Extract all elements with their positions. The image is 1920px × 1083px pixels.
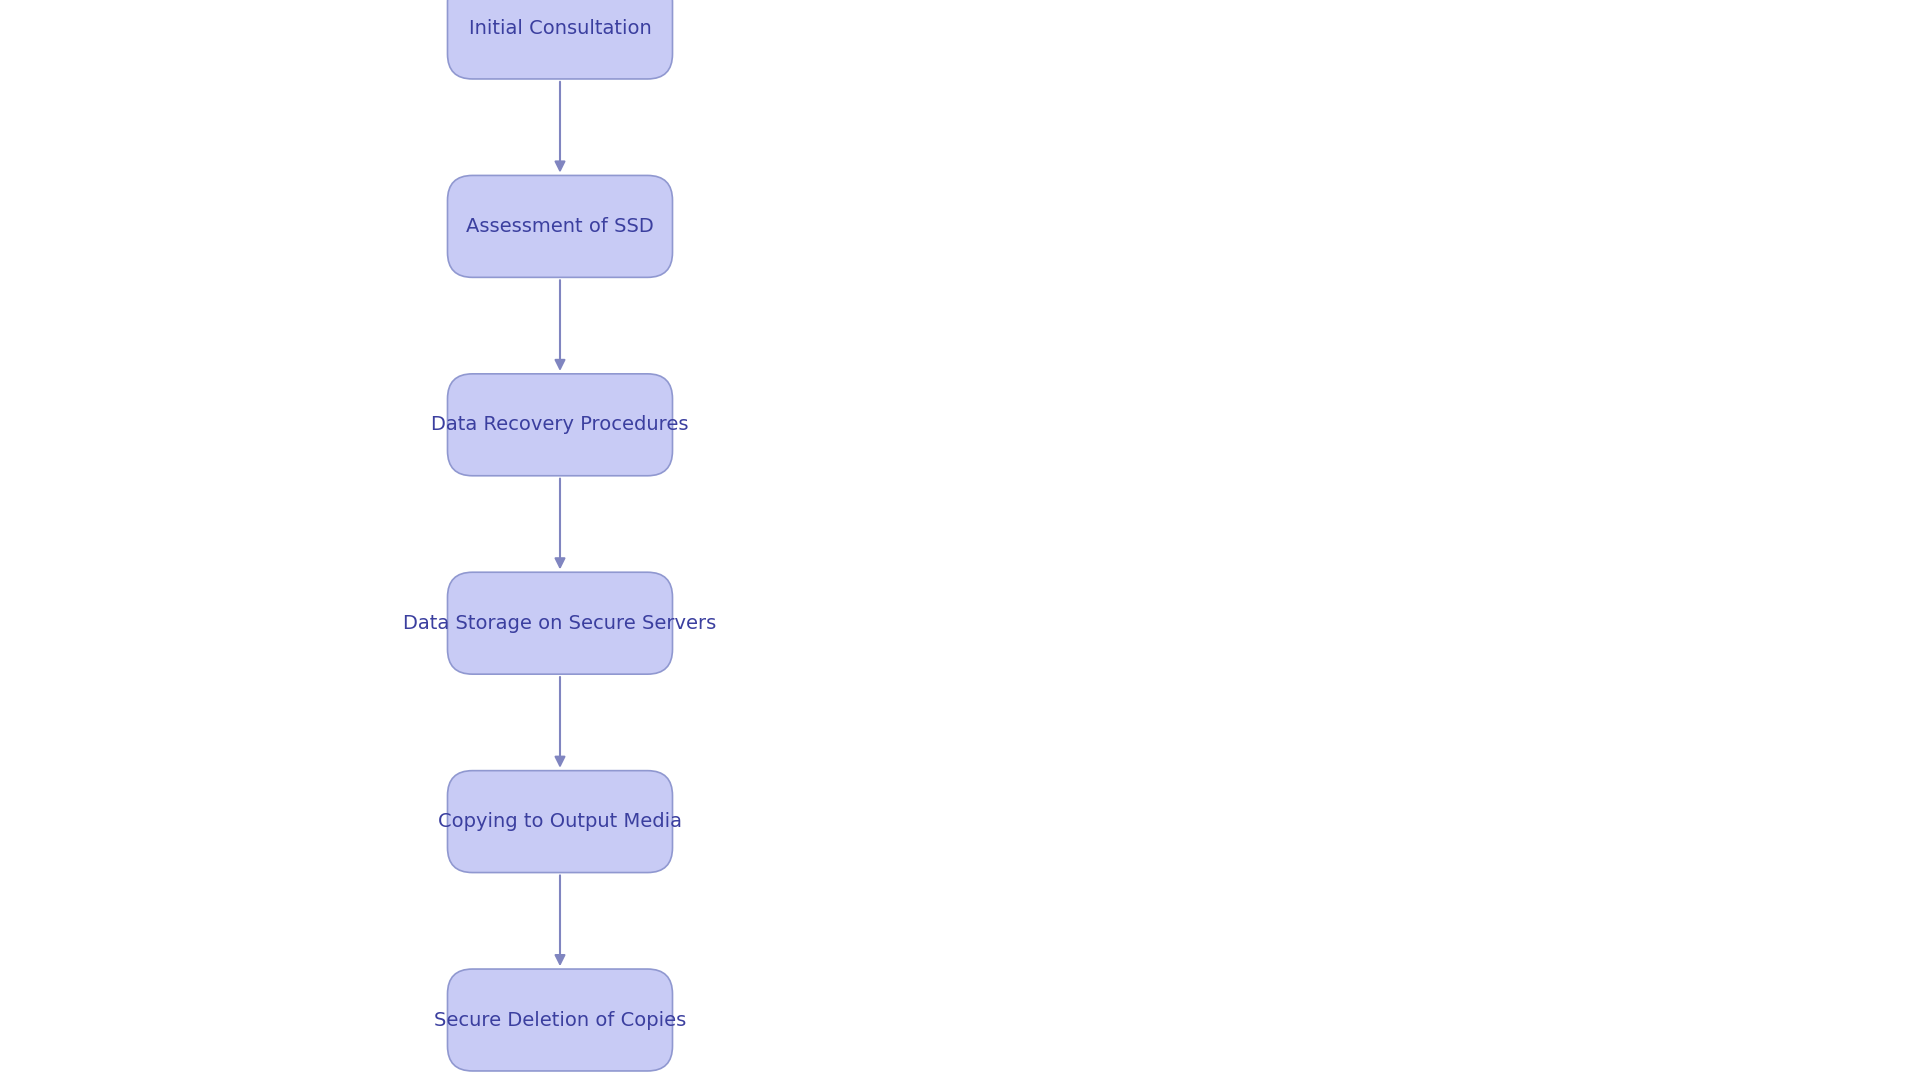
FancyBboxPatch shape bbox=[447, 572, 672, 674]
Text: Assessment of SSD: Assessment of SSD bbox=[467, 217, 655, 236]
FancyBboxPatch shape bbox=[447, 374, 672, 475]
FancyBboxPatch shape bbox=[447, 771, 672, 873]
Text: Data Recovery Procedures: Data Recovery Procedures bbox=[432, 415, 689, 434]
FancyBboxPatch shape bbox=[447, 175, 672, 277]
FancyBboxPatch shape bbox=[447, 0, 672, 79]
Text: Copying to Output Media: Copying to Output Media bbox=[438, 812, 682, 831]
Text: Data Storage on Secure Servers: Data Storage on Secure Servers bbox=[403, 614, 716, 632]
Text: Initial Consultation: Initial Consultation bbox=[468, 18, 651, 38]
FancyBboxPatch shape bbox=[447, 969, 672, 1071]
Text: Secure Deletion of Copies: Secure Deletion of Copies bbox=[434, 1010, 685, 1030]
